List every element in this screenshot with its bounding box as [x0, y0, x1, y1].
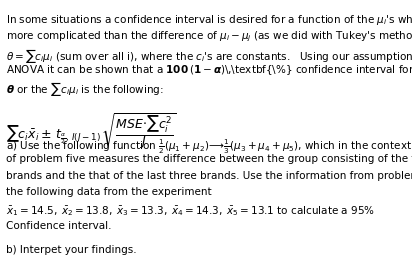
- Text: In some situations a confidence interval is desired for a function of the $\mu_i: In some situations a confidence interval…: [6, 14, 412, 28]
- Text: $\theta = \sum c_i \mu_i$ (sum over all i), where the $c_i$'s are constants.   U: $\theta = \sum c_i \mu_i$ (sum over all …: [6, 46, 412, 65]
- Text: $\bar{x}_1 = 14.5,\; \bar{x}_2 = 13.8,\; \bar{x}_3 = 13.3,\; \bar{x}_4 = 14.3,\;: $\bar{x}_1 = 14.5,\; \bar{x}_2 = 13.8,\;…: [6, 204, 375, 218]
- Text: more complicated than the difference of $\mu_i - \mu_j$ (as we did with Tukey's : more complicated than the difference of …: [6, 30, 412, 44]
- Text: $\sum c_i \bar{x}_i \pm\, t_{\frac{\alpha}{2},\, I(J-1)}\, \sqrt{\dfrac{MSE{\cdo: $\sum c_i \bar{x}_i \pm\, t_{\frac{\alph…: [6, 111, 177, 151]
- Text: $\boldsymbol{\theta}$ or the $\sum c_i \mu_i$ is the following:: $\boldsymbol{\theta}$ or the $\sum c_i \…: [6, 80, 164, 98]
- Text: ANOVA it can be shown that a $\mathbf{100}\,(\mathbf{1} - \boldsymbol{\alpha})$\: ANOVA it can be shown that a $\mathbf{10…: [6, 63, 412, 77]
- Text: Confidence interval.: Confidence interval.: [6, 221, 112, 231]
- Text: of problem five measures the difference between the group consisting of the firs: of problem five measures the difference …: [6, 154, 412, 164]
- Text: b) Interpet your findings.: b) Interpet your findings.: [6, 245, 137, 255]
- Text: the following data from the experiment: the following data from the experiment: [6, 187, 212, 197]
- Text: a) Use the following function $\frac{1}{2}(\mu_1 + \mu_2)\!\longrightarrow\!\fra: a) Use the following function $\frac{1}{…: [6, 138, 412, 156]
- Text: brands and the that of the last three brands. Use the information from problem 4: brands and the that of the last three br…: [6, 171, 412, 181]
